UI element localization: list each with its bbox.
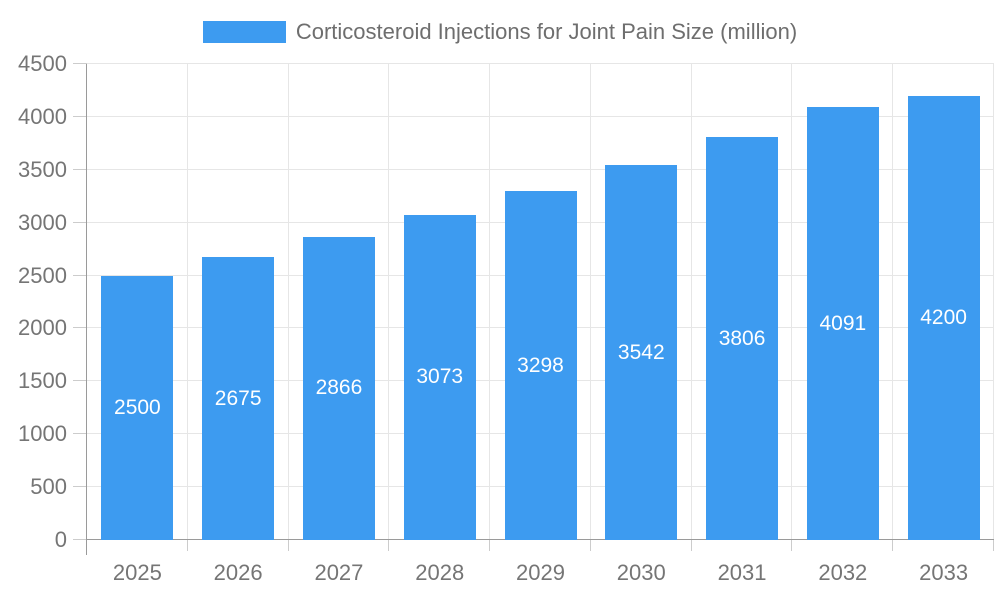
bar: 2675: [202, 257, 275, 540]
x-axis-tick: [690, 540, 692, 551]
bar: 3806: [706, 137, 779, 540]
x-axis-tick: [589, 540, 591, 551]
x-axis-tick: [993, 540, 994, 551]
y-axis-tick: [73, 433, 87, 435]
x-axis-tick-label: 2026: [213, 560, 263, 585]
gridline-vertical: [287, 64, 289, 540]
x-axis-tick: [791, 540, 793, 551]
gridline-vertical: [892, 64, 894, 540]
bar-value-label: 3073: [416, 365, 464, 389]
bar: 2866: [302, 236, 375, 540]
x-axis-tick: [287, 540, 289, 551]
gridline-vertical: [489, 64, 491, 540]
x-axis-tick-label: 2027: [314, 560, 364, 585]
x-axis-tick-label: 2033: [919, 560, 969, 585]
x-axis-tick-label: 2031: [717, 560, 767, 585]
gridline-vertical: [186, 64, 188, 540]
y-axis-tick-label: 0: [54, 527, 67, 552]
bar-value-label: 2675: [214, 386, 262, 410]
y-axis-tick-label: 500: [30, 474, 67, 500]
y-axis-tick: [73, 380, 87, 382]
x-axis-tick: [186, 540, 188, 551]
y-axis-tick: [73, 274, 87, 276]
x-axis-tick-label: 2028: [415, 560, 465, 585]
x-axis-tick-label: 2030: [616, 560, 666, 585]
y-axis-tick-label: 4000: [18, 103, 67, 129]
y-axis-tick-label: 1000: [18, 421, 67, 447]
x-axis-tick-label: 2029: [516, 560, 565, 585]
legend-label: Corticosteroid Injections for Joint Pain…: [295, 19, 798, 44]
y-axis-tick-label: 4500: [18, 51, 67, 76]
y-axis-tick-label: 3500: [18, 156, 67, 182]
gridline-horizontal: [87, 115, 994, 117]
bar: 3298: [504, 191, 577, 540]
y-axis-tick: [73, 221, 87, 223]
bar-value-label: 3806: [718, 326, 766, 350]
y-axis-tick-label: 2000: [18, 315, 67, 341]
bar: 3542: [605, 165, 678, 540]
gridline-vertical: [993, 64, 994, 540]
y-axis-tick: [73, 327, 87, 329]
bar-value-label: 2866: [315, 376, 363, 400]
legend-swatch: [202, 21, 286, 43]
x-axis-tick: [892, 540, 894, 551]
x-axis-tick: [388, 540, 390, 551]
y-axis-tick-label: 2500: [18, 262, 67, 288]
y-axis-tick: [73, 539, 87, 540]
y-axis-tick: [73, 115, 87, 117]
y-axis-tick-label: 3000: [18, 209, 67, 235]
bar-value-label: 3542: [617, 340, 665, 364]
bar-value-label: 2500: [114, 395, 161, 419]
bar-value-label: 3298: [517, 353, 564, 377]
gridline-vertical: [388, 64, 390, 540]
bar: 4091: [806, 107, 879, 540]
bar: 4200: [907, 95, 980, 540]
bar: 3073: [403, 214, 476, 540]
y-axis-tick: [73, 486, 87, 488]
bar-value-label: 4200: [920, 305, 967, 329]
x-axis-tick-label: 2032: [818, 560, 868, 585]
gridline-vertical: [589, 64, 591, 540]
x-axis-tick: [489, 540, 491, 551]
y-axis-tick: [73, 63, 87, 64]
chart-legend[interactable]: Corticosteroid Injections for Joint Pain…: [0, 14, 1000, 50]
gridline-vertical: [690, 64, 692, 540]
y-axis-tick: [73, 168, 87, 170]
x-axis-tick-label: 2025: [112, 560, 162, 585]
gridline-horizontal: [87, 168, 994, 170]
bar-value-label: 4091: [819, 311, 867, 335]
gridline-vertical: [791, 64, 793, 540]
bar: 2500: [101, 275, 174, 540]
y-axis-tick-label: 1500: [18, 368, 67, 394]
gridline-horizontal: [87, 63, 994, 64]
y-axis-line: [86, 64, 87, 555]
